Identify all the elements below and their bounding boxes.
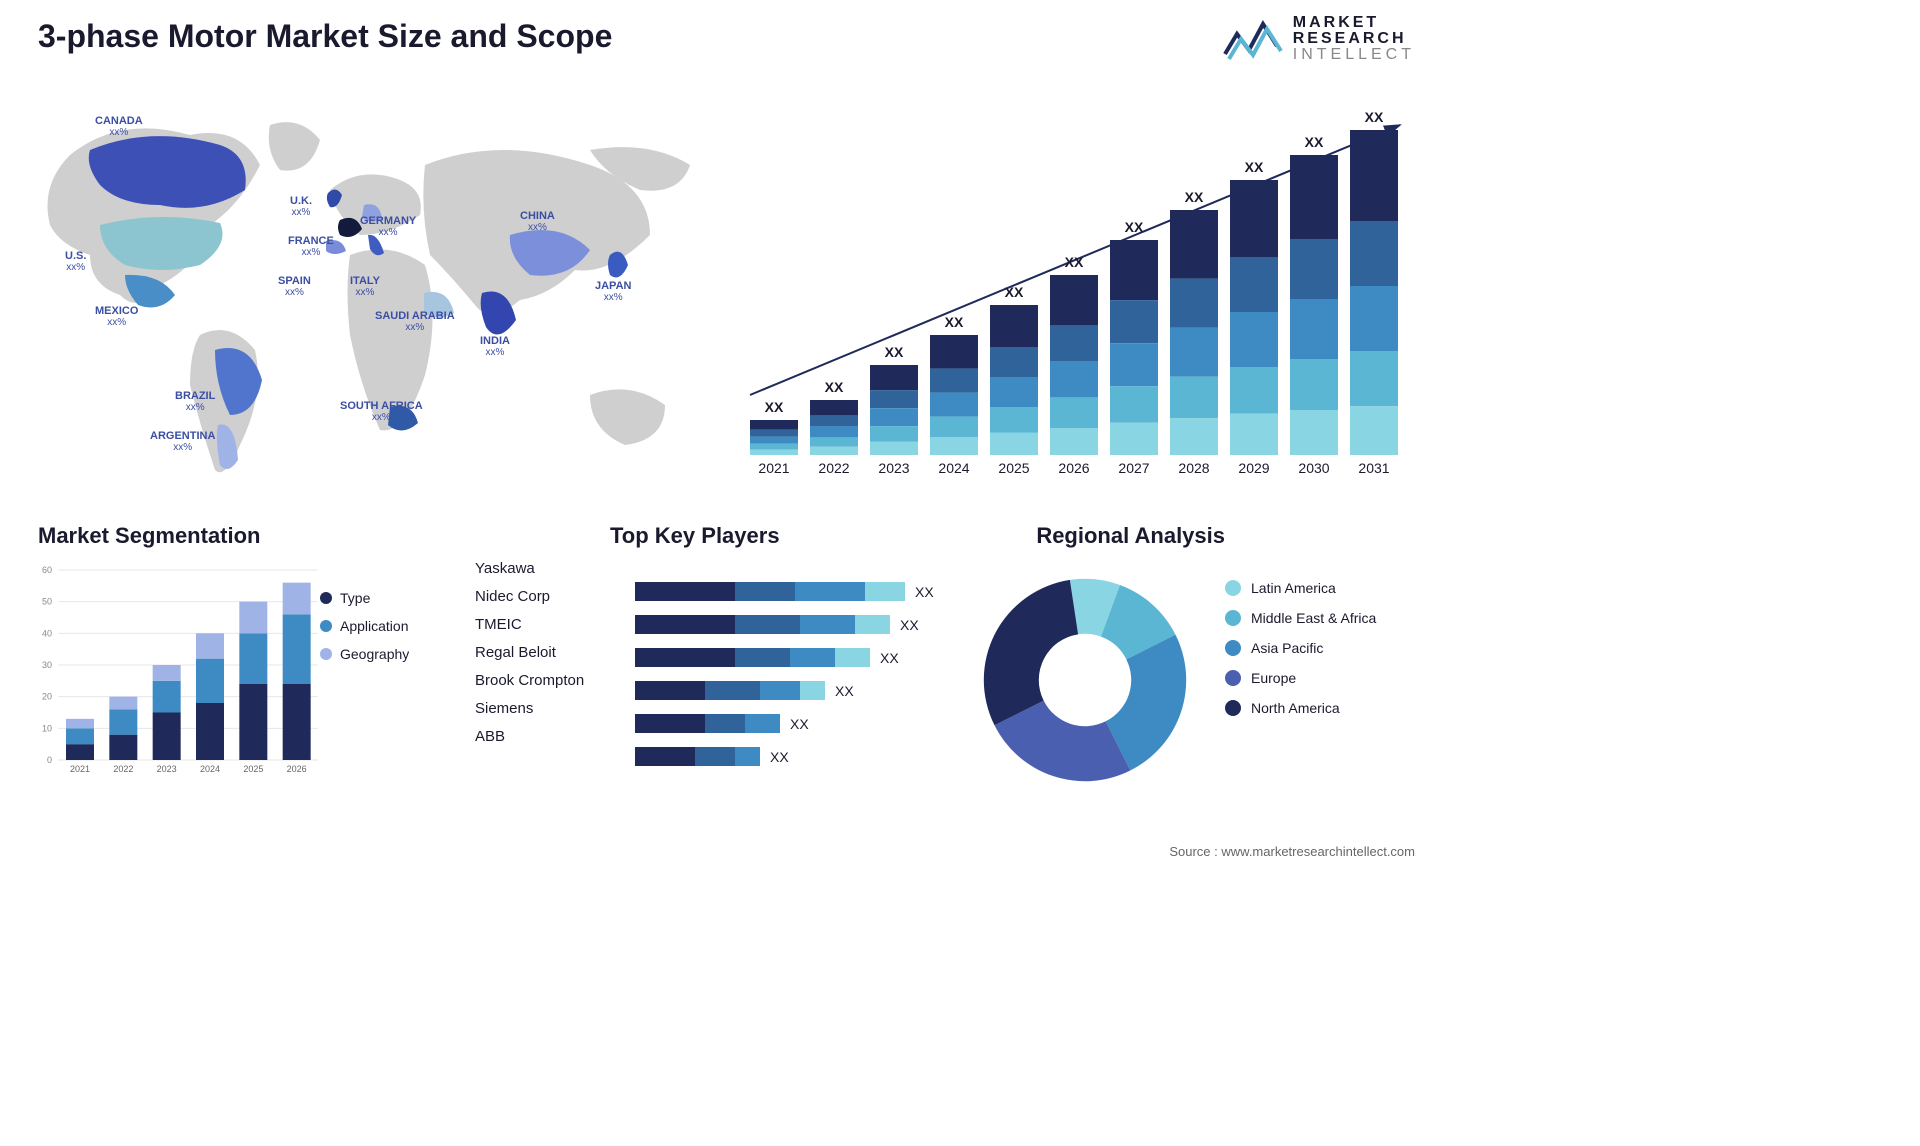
svg-text:XX: XX [1005, 284, 1024, 300]
svg-text:2021: 2021 [758, 460, 789, 476]
players-bars-svg: XX XX XX XX XX XX [635, 582, 955, 802]
player-name: TMEIC [475, 616, 625, 633]
player-name: Brook Crompton [475, 672, 625, 689]
svg-text:XX: XX [945, 314, 964, 330]
svg-text:XX: XX [915, 584, 934, 600]
svg-text:XX: XX [825, 379, 844, 395]
segmentation-chart: 0 10 20 30 40 50 60 2021 2022 2023 2024 2025 2026 Ty… [30, 560, 450, 810]
svg-text:2023: 2023 [157, 764, 177, 774]
brand-line-3: INTELLECT [1293, 47, 1415, 63]
source-text: Source : www.marketresearchintellect.com [1169, 844, 1415, 859]
svg-text:20: 20 [42, 692, 52, 702]
player-name: Yaskawa [475, 560, 625, 577]
forecast-bar-svg: XX 2021 XX 2022 XX 2023 XX 2024 XX 2025 XX 2026 XX 20… [735, 95, 1415, 480]
svg-text:2026: 2026 [287, 764, 307, 774]
player-name: Nidec Corp [475, 588, 625, 605]
svg-text:2022: 2022 [113, 764, 133, 774]
svg-text:XX: XX [1245, 159, 1264, 175]
svg-text:2024: 2024 [200, 764, 220, 774]
donut-legend-item: North America [1225, 700, 1415, 716]
world-map: CANADAxx% U.S.xx% MEXICOxx% BRAZILxx% ARGENT… [30, 95, 700, 495]
svg-text:XX: XX [900, 617, 919, 633]
svg-text:XX: XX [1185, 189, 1204, 205]
svg-text:XX: XX [765, 399, 784, 415]
svg-text:XX: XX [1065, 254, 1084, 270]
svg-text:2024: 2024 [938, 460, 969, 476]
donut-legend-item: Middle East & Africa [1225, 610, 1415, 626]
brand-text: MARKET RESEARCH INTELLECT [1293, 15, 1415, 63]
map-label: CHINAxx% [520, 210, 555, 233]
svg-text:XX: XX [880, 650, 899, 666]
svg-text:60: 60 [42, 565, 52, 575]
donut-svg [975, 570, 1195, 790]
map-label: ITALYxx% [350, 275, 380, 298]
svg-text:2031: 2031 [1358, 460, 1389, 476]
svg-text:2027: 2027 [1118, 460, 1149, 476]
map-label: MEXICOxx% [95, 305, 138, 328]
players-list: Yaskawa Nidec Corp TMEIC Regal Beloit Brook … [475, 560, 625, 756]
svg-text:2026: 2026 [1058, 460, 1089, 476]
players-chart: Yaskawa Nidec Corp TMEIC Regal Beloit Brook … [475, 560, 955, 810]
svg-text:XX: XX [790, 716, 809, 732]
segmentation-legend-item: Geography [320, 646, 450, 662]
map-label: SAUDI ARABIAxx% [375, 310, 455, 333]
map-label: SPAINxx% [278, 275, 311, 298]
donut-legend-item: Asia Pacific [1225, 640, 1415, 656]
donut-legend: Latin America Middle East & Africa Asia Pa… [1225, 580, 1415, 730]
brand-logo-block: MARKET RESEARCH INTELLECT [1223, 14, 1415, 64]
svg-text:2023: 2023 [878, 460, 909, 476]
player-name: Regal Beloit [475, 644, 625, 661]
svg-text:10: 10 [42, 723, 52, 733]
map-label: U.K.xx% [290, 195, 312, 218]
segmentation-legend: Type Application Geography [320, 590, 450, 674]
svg-text:40: 40 [42, 628, 52, 638]
player-name: Siemens [475, 700, 625, 717]
player-name: ABB [475, 728, 625, 745]
svg-text:2021: 2021 [70, 764, 90, 774]
svg-text:30: 30 [42, 660, 52, 670]
svg-text:XX: XX [1305, 134, 1324, 150]
svg-text:2029: 2029 [1238, 460, 1269, 476]
brand-line-1: MARKET [1293, 15, 1415, 31]
players-title: Top Key Players [610, 523, 780, 549]
map-label: JAPANxx% [595, 280, 631, 303]
svg-text:2025: 2025 [998, 460, 1029, 476]
svg-text:XX: XX [1365, 109, 1384, 125]
donut-legend-item: Latin America [1225, 580, 1415, 596]
map-label: U.S.xx% [65, 250, 86, 273]
map-label: GERMANYxx% [360, 215, 416, 238]
svg-text:50: 50 [42, 597, 52, 607]
svg-text:XX: XX [1125, 219, 1144, 235]
svg-text:XX: XX [835, 683, 854, 699]
svg-text:0: 0 [47, 755, 52, 765]
map-label: ARGENTINAxx% [150, 430, 215, 453]
donut-chart: Latin America Middle East & Africa Asia Pa… [975, 560, 1415, 810]
donut-legend-item: Europe [1225, 670, 1415, 686]
forecast-bar-chart: XX 2021 XX 2022 XX 2023 XX 2024 XX 2025 XX 2026 XX 20… [735, 95, 1415, 480]
svg-text:2028: 2028 [1178, 460, 1209, 476]
svg-text:2025: 2025 [243, 764, 263, 774]
segmentation-legend-item: Application [320, 618, 450, 634]
svg-text:2030: 2030 [1298, 460, 1329, 476]
map-label: BRAZILxx% [175, 390, 215, 413]
brand-logo-icon [1223, 14, 1283, 64]
svg-text:XX: XX [770, 749, 789, 765]
map-label: INDIAxx% [480, 335, 510, 358]
map-label: FRANCExx% [288, 235, 334, 258]
segmentation-svg: 0 10 20 30 40 50 60 2021 2022 2023 2024 2025 2026 [30, 560, 320, 790]
segmentation-title: Market Segmentation [38, 523, 261, 549]
map-label: SOUTH AFRICAxx% [340, 400, 423, 423]
segmentation-legend-item: Type [320, 590, 450, 606]
svg-text:XX: XX [885, 344, 904, 360]
page-title: 3-phase Motor Market Size and Scope [38, 18, 612, 55]
map-label: CANADAxx% [95, 115, 143, 138]
svg-text:2022: 2022 [818, 460, 849, 476]
brand-line-2: RESEARCH [1293, 31, 1415, 47]
donut-title: Regional Analysis [1036, 523, 1225, 549]
